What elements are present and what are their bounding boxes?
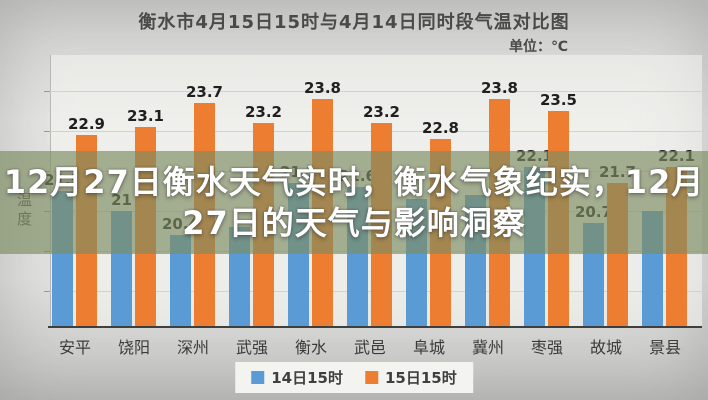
bar-value-label: 23.8 <box>480 79 518 97</box>
legend-swatch-icon <box>365 371 378 384</box>
legend-item-15日15时: 15日15时 <box>365 367 457 388</box>
y-axis-tick <box>44 131 50 132</box>
bar-value-label: 23.7 <box>185 83 223 101</box>
x-axis <box>48 326 702 328</box>
legend-label: 15日15时 <box>385 369 457 387</box>
bar-value-label: 23.8 <box>303 79 341 97</box>
overlay-text-line1: 12月27日衡水天气实时，衡水气象纪实，12月 <box>3 162 705 201</box>
legend-swatch-icon <box>251 371 265 384</box>
bar-value-label: 23.2 <box>362 103 400 121</box>
x-axis-label-饶阳: 饶阳 <box>117 338 150 357</box>
x-axis-label-枣强: 枣强 <box>530 338 563 357</box>
chart-title: 衡水市4月15日15时与4月14日同时段气温对比图 <box>138 12 570 33</box>
x-axis-label-武邑: 武邑 <box>353 338 386 357</box>
x-axis-label-故城: 故城 <box>589 338 622 357</box>
gridline <box>50 91 702 92</box>
bar-14日15时-深州 <box>170 235 191 327</box>
x-axis-label-阜城: 阜城 <box>412 338 445 357</box>
y-axis-tick <box>44 291 50 292</box>
legend-item-14日15时: 14日15时 <box>251 367 343 388</box>
bar-value-label: 23.1 <box>126 107 164 125</box>
x-axis-label-深州: 深州 <box>176 338 209 357</box>
bar-value-label: 23.2 <box>244 103 282 121</box>
bar-value-label: 22.9 <box>67 115 105 133</box>
x-axis-label-武强: 武强 <box>235 338 268 357</box>
x-axis-label-冀州: 冀州 <box>471 338 504 357</box>
x-axis-label-衡水: 衡水 <box>294 338 327 357</box>
unit-label: 单位：℃ <box>509 39 568 55</box>
chart-legend: 14日15时 15日15时 <box>235 362 473 393</box>
watermark-overlay-band: 12月27日衡水天气实时，衡水气象纪实，12月 27日的天气与影响洞察 <box>0 151 708 254</box>
bar-value-label: 22.8 <box>421 119 459 137</box>
overlay-text-line2: 27日的天气与影响洞察 <box>182 203 526 242</box>
legend-label: 14日15时 <box>271 369 343 387</box>
x-axis-label-安平: 安平 <box>58 338 91 357</box>
y-axis-tick <box>44 91 50 92</box>
x-axis-label-景县: 景县 <box>648 338 681 357</box>
bar-value-label: 23.5 <box>539 91 577 109</box>
